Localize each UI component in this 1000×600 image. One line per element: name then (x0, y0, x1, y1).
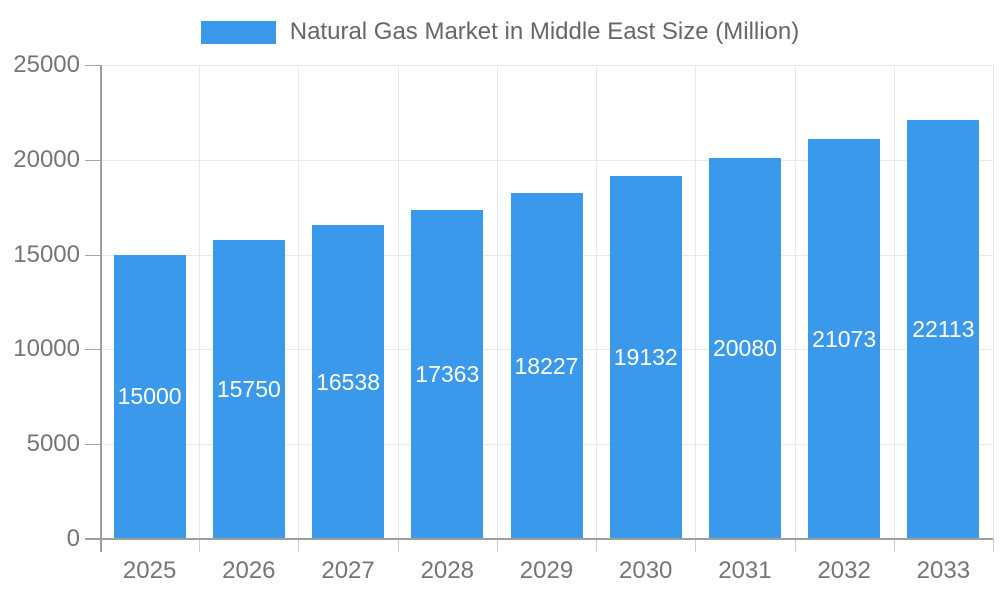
h-gridline (100, 65, 993, 66)
v-gridline (298, 65, 300, 539)
y-axis-tick (85, 254, 100, 256)
x-axis-tick (695, 539, 697, 552)
x-axis-label: 2033 (916, 557, 971, 584)
x-axis-label: 2028 (420, 557, 474, 584)
x-axis-label: 2029 (519, 557, 574, 584)
v-gridline (794, 65, 796, 539)
x-axis-label: 2026 (222, 557, 276, 584)
y-axis-label: 25000 (13, 51, 80, 78)
y-axis-line (100, 65, 102, 552)
y-axis-tick (85, 159, 100, 161)
bar-2027[interactable]: 16538 (312, 225, 385, 539)
v-gridline (695, 65, 697, 539)
x-axis-label: 2025 (122, 557, 177, 584)
bar-value-label: 15000 (117, 383, 182, 410)
bar-2025[interactable]: 15000 (113, 254, 186, 539)
y-axis-label: 20000 (13, 145, 80, 173)
x-axis-label: 2032 (817, 557, 871, 584)
x-axis-tick (893, 539, 895, 552)
v-gridline (199, 65, 201, 539)
legend-swatch (200, 20, 276, 44)
bar-value-label: 22113 (912, 315, 975, 342)
y-axis-label: 0 (66, 525, 80, 552)
bar-2031[interactable]: 20080 (708, 158, 781, 539)
x-axis-tick (397, 539, 399, 552)
bar-value-label: 19132 (613, 344, 678, 371)
bar-2026[interactable]: 15750 (212, 240, 285, 539)
h-gridline (100, 159, 993, 161)
x-axis-tick (596, 539, 598, 552)
v-gridline (397, 65, 399, 539)
bar-value-label: 18227 (514, 352, 579, 379)
bar-2030[interactable]: 19132 (609, 176, 682, 539)
y-axis-tick (85, 65, 100, 66)
x-axis-tick (298, 539, 300, 552)
bar-2028[interactable]: 17363 (411, 209, 484, 539)
bar-2032[interactable]: 21073 (808, 139, 881, 539)
legend[interactable]: Natural Gas Market in Middle East Size (… (0, 18, 1000, 46)
x-axis-label: 2030 (619, 557, 673, 584)
y-axis-label: 5000 (26, 430, 80, 458)
y-axis-tick (85, 349, 100, 351)
bar-value-label: 17363 (415, 360, 480, 387)
bar-2029[interactable]: 18227 (510, 193, 583, 539)
plot-area: 15000 15750 16538 17363 18227 19132 20080 21073… (100, 65, 994, 539)
bar-value-label: 21073 (812, 325, 877, 352)
v-gridline (496, 65, 498, 539)
x-axis-tick (993, 539, 994, 552)
y-axis-tick (85, 444, 100, 446)
x-axis-label: 2031 (718, 557, 772, 584)
x-axis-tick (199, 539, 201, 552)
x-axis-tick (496, 539, 498, 552)
y-axis-label: 10000 (13, 335, 80, 363)
v-gridline (893, 65, 895, 539)
v-gridline (993, 65, 994, 539)
bar-value-label: 15750 (216, 376, 281, 403)
bar-value-label: 16538 (316, 368, 381, 395)
x-axis-tick (794, 539, 796, 552)
bar-value-label: 20080 (712, 335, 777, 362)
v-gridline (596, 65, 598, 539)
bar-2033[interactable]: 22113 (907, 119, 980, 539)
x-axis-line (85, 538, 993, 540)
y-axis-label: 15000 (13, 240, 80, 268)
x-axis-label: 2027 (321, 557, 375, 584)
legend-label: Natural Gas Market in Middle East Size (… (289, 18, 800, 45)
